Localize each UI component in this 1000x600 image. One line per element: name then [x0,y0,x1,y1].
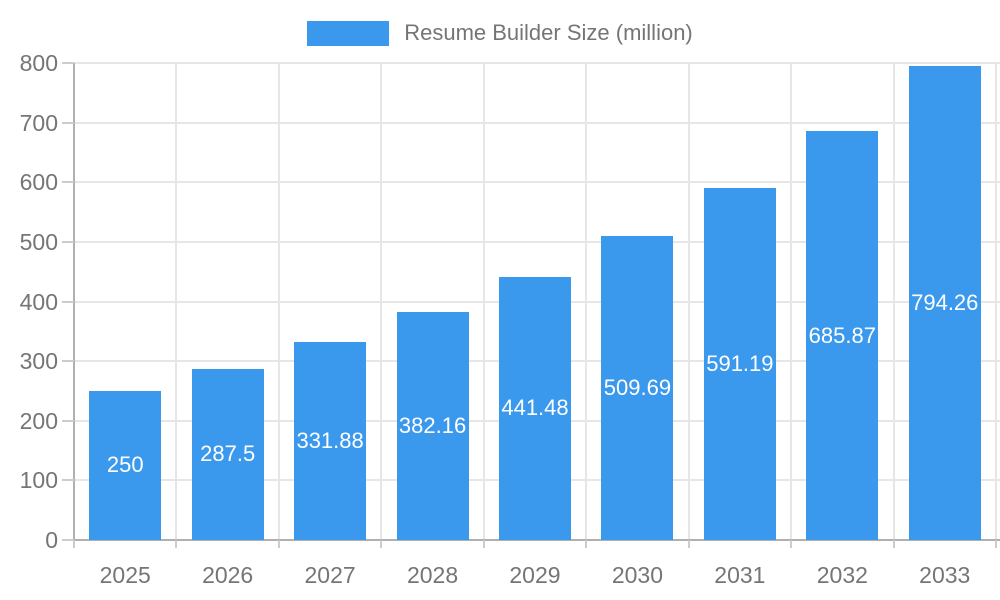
x-axis-tick [380,540,383,548]
y-tick-label: 600 [19,169,58,196]
x-axis-tick [585,540,588,548]
x-axis-tick [73,540,75,548]
v-gridline [482,63,485,540]
x-tick-label: 2033 [919,562,971,588]
x-tick-label: 2026 [202,562,254,588]
bar: 250 [89,390,162,540]
x-axis-tick [277,540,280,548]
x-tick-label: 2027 [304,562,356,588]
v-gridline [380,63,383,540]
y-axis-tick [62,419,74,422]
h-gridline [74,121,1000,124]
v-gridline [277,63,280,540]
bar: 591.19 [703,187,776,540]
x-tick-label: 2030 [611,562,664,588]
bar-value-label: 382.16 [398,413,467,439]
y-tick-label: 500 [19,228,58,255]
bar: 331.88 [294,342,367,540]
y-axis-line [73,63,75,540]
v-gridline [687,63,690,540]
v-gridline [175,63,178,540]
v-gridline [892,63,895,540]
bar-value-label: 591.19 [706,350,774,376]
bar-value-label: 250 [106,452,144,478]
x-tick-label: 2029 [509,562,561,588]
y-tick-label: 800 [19,50,58,76]
x-tick-label: 2028 [406,562,459,588]
bar: 287.5 [191,368,264,540]
x-axis-tick [482,540,485,548]
v-gridline [790,63,793,540]
x-tick-label: 2032 [816,562,868,588]
bar: 382.16 [396,312,469,540]
x-axis-line [74,539,1000,541]
h-gridline [74,181,1000,184]
x-axis-tick [995,540,997,548]
bar: 685.87 [806,131,879,540]
y-tick-label: 200 [19,407,58,434]
y-tick-label: 100 [19,467,58,494]
bar-value-label: 509.69 [603,375,672,401]
y-axis-tick [62,479,74,482]
y-tick-label: 0 [45,527,58,553]
h-gridline [74,240,1000,243]
bar-value-label: 794.26 [911,290,979,316]
bar: 509.69 [601,236,674,540]
x-tick-label: 2025 [99,562,151,588]
bar-value-label: 441.48 [501,395,569,421]
legend: Resume Builder Size (million) [0,20,1000,46]
y-axis-tick [62,360,74,363]
plot-area: 250 287.5 331.88 382.16 441.48 509.69 591.19 68… [73,62,1000,541]
y-axis-tick [62,121,74,124]
y-tick-label: 400 [19,288,58,315]
x-axis-tick [687,540,690,548]
v-gridline [585,63,588,540]
y-tick-label: 300 [19,348,58,375]
y-tick-label: 700 [19,109,58,136]
legend-label: Resume Builder Size (million) [404,20,693,45]
bar-value-label: 331.88 [296,428,364,454]
y-axis-tick [62,539,74,541]
x-axis-tick [175,540,178,548]
bar: 794.26 [908,66,981,540]
bar-value-label: 685.87 [808,322,876,348]
x-axis-tick [790,540,793,548]
bar-value-label: 287.5 [200,441,256,467]
y-axis-tick [62,62,74,64]
y-axis-tick [62,240,74,243]
x-axis-tick [892,540,895,548]
bar: 441.48 [499,276,571,540]
legend-swatch-icon [307,20,390,46]
h-gridline [74,62,1000,64]
y-axis-tick [62,181,74,184]
y-axis-tick [62,300,74,303]
v-gridline [995,63,997,540]
x-tick-label: 2031 [714,562,766,588]
